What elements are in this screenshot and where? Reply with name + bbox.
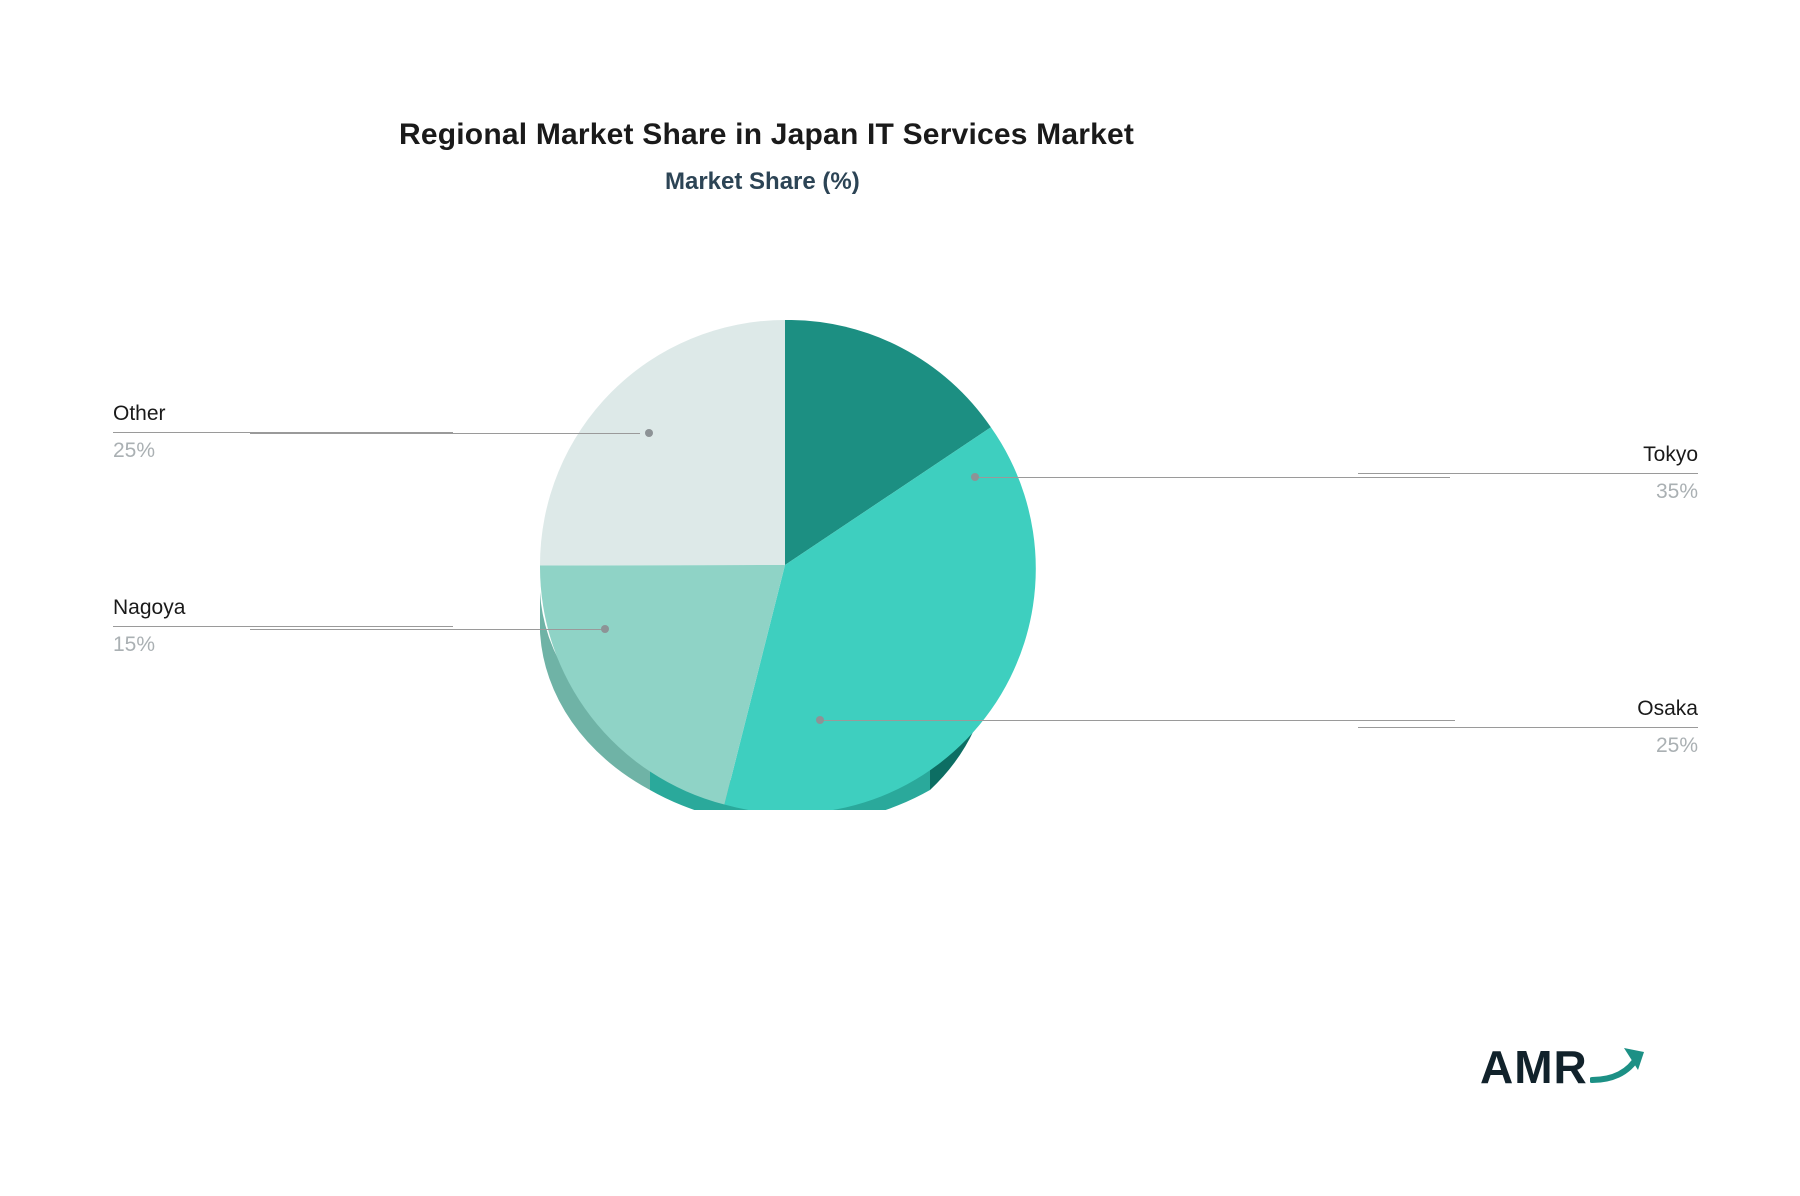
leader-line-osaka (820, 720, 1455, 721)
label-other-percent: 25% (113, 439, 453, 463)
leader-dot-tokyo (971, 473, 979, 481)
label-osaka-name: Osaka (1358, 697, 1698, 721)
label-tokyo-divider (1358, 473, 1698, 474)
label-nagoya-percent: 15% (113, 633, 453, 657)
label-osaka-percent: 25% (1358, 734, 1698, 758)
label-tokyo-name: Tokyo (1358, 443, 1698, 467)
label-other-name: Other (113, 402, 453, 426)
label-tokyo[interactable]: Tokyo 35% (1358, 443, 1698, 504)
amr-logo: AMR (1480, 1040, 1650, 1094)
leader-line-tokyo (975, 477, 1450, 478)
amr-arrow-icon (1590, 1044, 1650, 1090)
leader-line-other (250, 433, 640, 434)
label-nagoya-name: Nagoya (113, 596, 453, 620)
leader-dot-other (645, 429, 653, 437)
other-slice[interactable] (540, 320, 785, 566)
leader-dot-nagoya (601, 625, 609, 633)
leader-line-nagoya (250, 629, 605, 630)
chart-page: Regional Market Share in Japan IT Servic… (0, 0, 1800, 1196)
label-tokyo-percent: 35% (1358, 480, 1698, 504)
label-nagoya-divider (113, 626, 453, 627)
pie-svg (500, 320, 1070, 810)
leader-dot-osaka (816, 716, 824, 724)
label-osaka[interactable]: Osaka 25% (1358, 697, 1698, 758)
label-osaka-divider (1358, 727, 1698, 728)
chart-subtitle: Market Share (%) (665, 168, 860, 196)
pie-chart[interactable] (500, 320, 1070, 810)
amr-logo-text: AMR (1480, 1040, 1588, 1094)
label-nagoya[interactable]: Nagoya 15% (113, 596, 453, 657)
chart-title: Regional Market Share in Japan IT Servic… (399, 118, 1134, 152)
